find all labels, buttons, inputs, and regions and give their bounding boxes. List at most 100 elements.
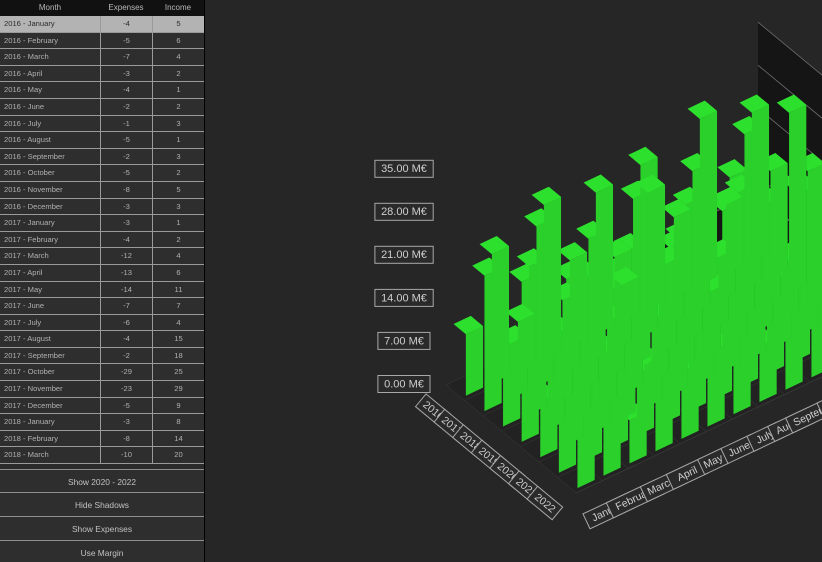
bar-face-top[interactable]	[628, 146, 658, 166]
bar-2016-May[interactable]	[557, 242, 588, 347]
bar-2018-December[interactable]	[776, 94, 807, 292]
table-cell-month: 2016 - November	[4, 184, 63, 194]
bar-face-left[interactable]	[673, 209, 692, 298]
table-row[interactable]: 2017 - May -14 11	[0, 281, 204, 299]
table-cell-month: 2017 - August	[4, 334, 51, 344]
bar-face-left[interactable]	[517, 313, 536, 372]
table-row[interactable]: 2018 - March -10 20	[0, 447, 204, 465]
table-row[interactable]: 2016 - April -3 2	[0, 65, 204, 83]
bar-2016-September[interactable]	[661, 199, 692, 298]
table-cell-month: 2016 - March	[4, 52, 49, 62]
bar-face-top[interactable]	[505, 303, 536, 322]
table-row[interactable]: 2017 - November -23 29	[0, 381, 204, 398]
bar-2019-December[interactable]	[795, 153, 822, 307]
bar-face-left[interactable]	[699, 110, 718, 285]
chart-3d-panel[interactable]: 0.00 M€0.00 M€7.00 M€7.00 M€14.00 M€14.0…	[205, 0, 822, 562]
column-header-expenses[interactable]: Expenses	[108, 3, 144, 12]
table-row[interactable]: 2016 - November -8 5	[0, 181, 204, 199]
button-use-margin[interactable]: Use Margin	[0, 541, 204, 562]
axis-label-text: 7.00 M€	[384, 335, 424, 347]
bar-face-left[interactable]	[770, 163, 788, 276]
bar-face-top[interactable]	[479, 235, 510, 255]
axis-label-box	[374, 159, 434, 178]
bar-chart-3d[interactable]: 0.00 M€0.00 M€7.00 M€7.00 M€14.00 M€14.0…	[205, 0, 822, 562]
table-row[interactable]: 2016 - June -2 2	[0, 98, 204, 116]
table-row[interactable]: 2017 - March -12 4	[0, 248, 204, 265]
chart-bars-group[interactable]	[453, 94, 822, 489]
bar-face-top[interactable]	[635, 174, 666, 193]
column-header-income[interactable]: Income	[164, 3, 192, 12]
bar-2016-June[interactable]	[583, 174, 614, 335]
column-header-month[interactable]: Month	[38, 3, 62, 12]
table-cell-month: 2017 - July	[4, 317, 42, 327]
table-row[interactable]: 2016 - February -5 6	[0, 32, 204, 50]
bar-face-left[interactable]	[725, 196, 744, 273]
bar-2016-November[interactable]	[713, 186, 744, 273]
table-row[interactable]: 2016 - December -3 3	[0, 198, 204, 216]
bar-face-left[interactable]	[751, 104, 770, 261]
table-row[interactable]: 2016 - August -5 1	[0, 132, 204, 149]
table-row[interactable]: 2017 - July -6 4	[0, 314, 204, 332]
bar-face-top[interactable]	[739, 94, 770, 113]
data-table-body[interactable]: 2016 - January -4 5 2016 - February -5 6 2016 …	[0, 16, 204, 465]
table-cell-expenses: -2	[100, 347, 152, 364]
table-row[interactable]: 2017 - June -7 7	[0, 298, 204, 315]
bar-2016-March[interactable]	[505, 303, 536, 372]
table-row[interactable]: 2017 - April -13 6	[0, 264, 204, 282]
bar-face-left[interactable]	[491, 246, 510, 384]
table-row[interactable]: 2017 - October -29 25	[0, 364, 204, 382]
table-row[interactable]: 2017 - September -2 18	[0, 347, 204, 365]
month-tick-October: October	[816, 381, 822, 419]
button-hide-shadows[interactable]: Hide Shadows	[0, 493, 204, 518]
table-cell-income: 15	[152, 331, 204, 347]
bar-face-top[interactable]	[717, 159, 747, 178]
bar-2016-April[interactable]	[531, 186, 562, 359]
axis-label-text: 28.00 M€	[381, 206, 427, 218]
bar-2016-February[interactable]	[479, 235, 510, 384]
bar-face-top[interactable]	[776, 94, 807, 113]
table-row[interactable]: 2016 - January -4 5	[0, 16, 204, 33]
bar-2016-January[interactable]	[453, 315, 484, 396]
table-row[interactable]: 2016 - May -4 1	[0, 82, 204, 99]
bar-face-top[interactable]	[557, 242, 588, 261]
table-cell-month: 2016 - September	[4, 151, 65, 161]
button-show-expenses[interactable]: Show Expenses	[0, 517, 204, 542]
axis-label-text: 35.00 M€	[381, 163, 427, 175]
bar-face-left[interactable]	[647, 184, 666, 310]
bar-face-left[interactable]	[789, 104, 807, 292]
button-show-2020-2022[interactable]: Show 2020 - 2022	[0, 469, 204, 494]
bar-2016-October[interactable]	[687, 100, 718, 285]
bar-face-left[interactable]	[569, 252, 588, 347]
bar-2017-December[interactable]	[758, 152, 788, 276]
bar-2016-December[interactable]	[739, 94, 770, 261]
table-row[interactable]: 2016 - October -5 2	[0, 165, 204, 182]
table-row[interactable]: 2017 - August -4 15	[0, 331, 204, 348]
bar-face-left[interactable]	[465, 326, 484, 396]
table-cell-month: 2017 - February	[4, 234, 59, 244]
table-row[interactable]: 2016 - July -1 3	[0, 115, 204, 133]
bar-face-top[interactable]	[713, 186, 744, 206]
bar-2016-July[interactable]	[609, 266, 640, 322]
bar-face-left[interactable]	[543, 196, 562, 359]
bar-face-left[interactable]	[595, 184, 614, 335]
axis-label-text: 0.00 M€	[384, 378, 424, 390]
bar-face-left[interactable]	[621, 276, 640, 322]
table-cell-month: 2016 - January	[4, 19, 55, 28]
table-cell-expenses: -5	[100, 132, 152, 148]
table-row[interactable]: 2016 - September -2 3	[0, 148, 204, 166]
bar-face-top[interactable]	[795, 153, 822, 172]
table-row[interactable]: 2017 - February -4 2	[0, 231, 204, 249]
bar-face-top[interactable]	[661, 199, 692, 218]
bar-face-top[interactable]	[609, 266, 640, 285]
bar-face-top[interactable]	[687, 100, 718, 119]
bar-2016-August[interactable]	[635, 174, 666, 310]
bar-face-top[interactable]	[531, 186, 562, 206]
table-row[interactable]: 2017 - January -3 1	[0, 215, 204, 232]
table-row[interactable]: 2018 - February -8 14	[0, 430, 204, 448]
table-row[interactable]: 2018 - January -3 8	[0, 414, 204, 431]
table-row[interactable]: 2017 - December -5 9	[0, 397, 204, 415]
bar-face-top[interactable]	[453, 315, 484, 335]
bar-face-top[interactable]	[583, 174, 614, 193]
table-row[interactable]: 2016 - March -7 4	[0, 49, 204, 66]
bar-face-left[interactable]	[807, 163, 822, 307]
